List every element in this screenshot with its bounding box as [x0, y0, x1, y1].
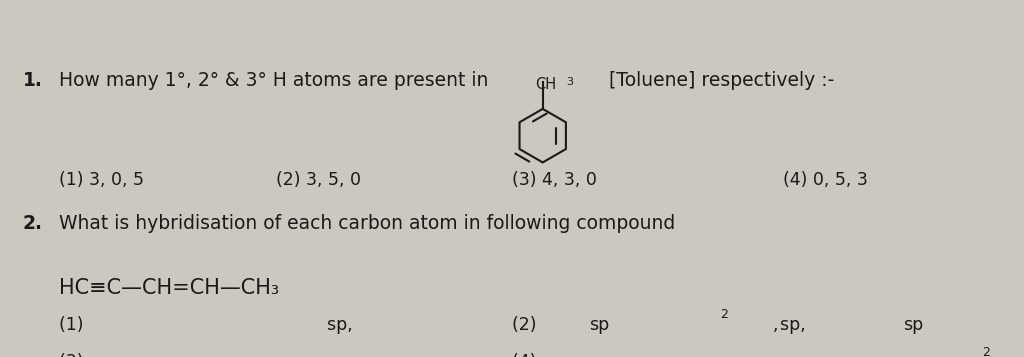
Text: sp: sp	[851, 353, 871, 357]
Text: sp,: sp,	[327, 353, 358, 357]
Text: (3): (3)	[59, 353, 89, 357]
Text: 3: 3	[566, 77, 573, 87]
Text: HC≡C—CH=CH—CH₃: HC≡C—CH=CH—CH₃	[59, 278, 280, 298]
Text: (1) 3, 0, 5: (1) 3, 0, 5	[59, 171, 144, 189]
Text: (2): (2)	[512, 316, 542, 334]
Text: 1.: 1.	[23, 71, 42, 90]
Text: sp,: sp,	[779, 316, 811, 334]
Text: (4) 0, 5, 3: (4) 0, 5, 3	[783, 171, 868, 189]
Text: 2.: 2.	[23, 214, 43, 233]
Text: (3) 4, 3, 0: (3) 4, 3, 0	[512, 171, 597, 189]
Text: sp: sp	[903, 316, 924, 334]
Text: (4): (4)	[512, 353, 542, 357]
Text: How many 1°, 2° & 3° H atoms are present in: How many 1°, 2° & 3° H atoms are present…	[59, 71, 488, 90]
Text: sp: sp	[589, 316, 609, 334]
Text: sp,: sp,	[589, 353, 621, 357]
Text: 2: 2	[982, 346, 989, 357]
Text: CH: CH	[536, 77, 556, 92]
Text: (1): (1)	[59, 316, 89, 334]
Text: (2) 3, 5, 0: (2) 3, 5, 0	[276, 171, 361, 189]
Text: sp,: sp,	[779, 353, 811, 357]
Text: What is hybridisation of each carbon atom in following compound: What is hybridisation of each carbon ato…	[59, 214, 676, 233]
Text: [Toluene] respectively :-: [Toluene] respectively :-	[609, 71, 835, 90]
Text: 2: 2	[720, 308, 728, 321]
Text: ,: ,	[772, 316, 783, 334]
Text: sp,: sp,	[327, 316, 358, 334]
